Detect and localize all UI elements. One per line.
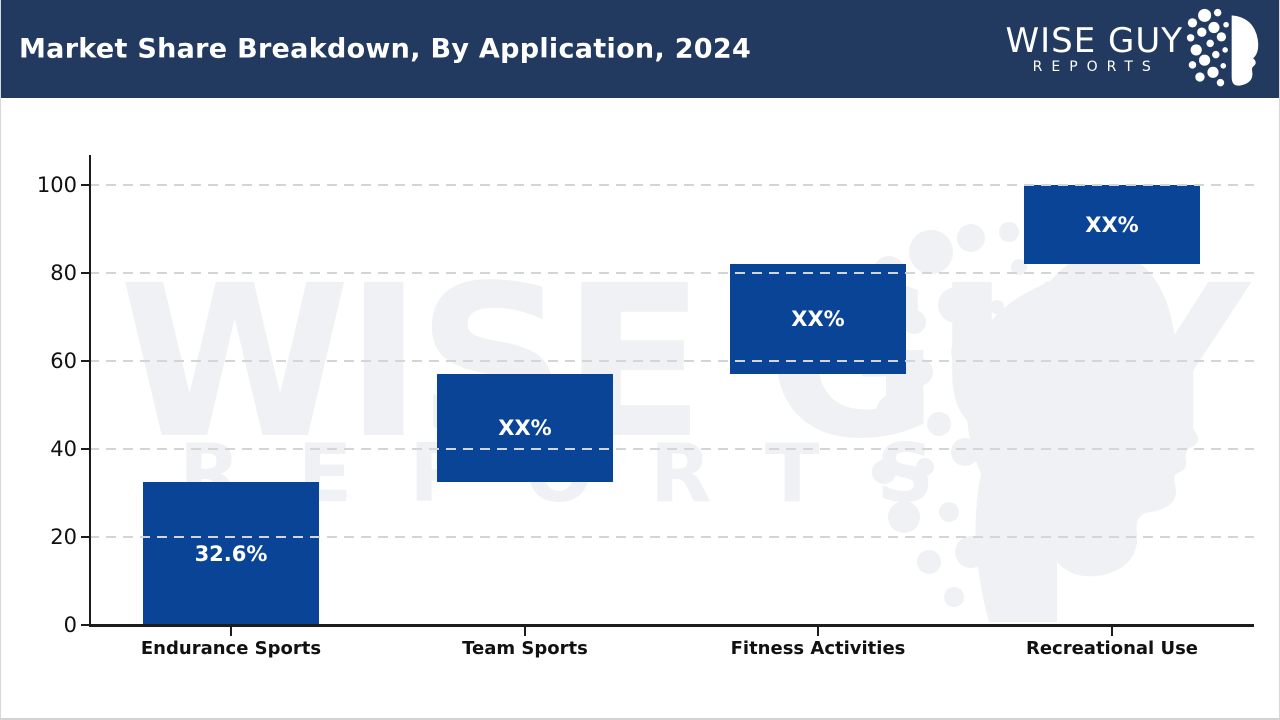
y-tick-label: 0: [63, 613, 77, 637]
y-tick-mark: [81, 448, 89, 450]
bar-recreational-use: [1024, 185, 1200, 264]
bar-fitness-activities: [730, 264, 906, 374]
gridline-100: [89, 184, 1254, 186]
y-tick-mark: [81, 272, 89, 274]
logo-subtitle: REPORTS: [1032, 59, 1160, 75]
y-tick-label: 40: [50, 437, 77, 461]
y-tick-label: 100: [36, 173, 77, 197]
x-tick-mark: [817, 627, 819, 636]
gridline-80: [89, 272, 1254, 274]
y-tick-label: 20: [50, 525, 77, 549]
y-tick-label: 80: [50, 261, 77, 285]
bar-value-label: XX%: [791, 307, 845, 331]
logo-face-icon: [1186, 8, 1259, 87]
x-axis-line: [89, 624, 1254, 627]
x-tick-mark: [1111, 627, 1113, 636]
logo-text: WISE GUY REPORTS: [1005, 23, 1183, 75]
wiseguy-logo: WISE GUY REPORTS: [1005, 6, 1269, 92]
x-category-label-fitness-activities: Fitness Activities: [730, 638, 906, 659]
x-tick-mark: [230, 627, 232, 636]
y-axis-line: [89, 155, 91, 627]
y-tick-mark: [81, 536, 89, 538]
bar-endurance-sports: [143, 482, 319, 625]
bar-value-label: XX%: [1085, 213, 1139, 237]
bar-value-label: 32.6%: [194, 542, 268, 566]
y-tick-label: 60: [50, 349, 77, 373]
chart-title: Market Share Breakdown, By Application, …: [19, 33, 752, 65]
header: Market Share Breakdown, By Application, …: [1, 0, 1279, 98]
gridline-60: [89, 360, 1254, 362]
bar-value-label: XX%: [498, 416, 552, 440]
x-category-label-endurance-sports: Endurance Sports: [140, 638, 322, 659]
gridline-40: [89, 448, 1254, 450]
logo-wordmark: WISE GUY: [1005, 21, 1183, 61]
x-category-label-team-sports: Team Sports: [462, 638, 588, 659]
gridline-20: [89, 536, 1254, 538]
watermark-face-icon: [869, 222, 1199, 622]
y-tick-mark: [81, 184, 89, 186]
bar-team-sports: [437, 374, 613, 482]
x-tick-mark: [524, 627, 526, 636]
x-category-label-recreational-use: Recreational Use: [1025, 638, 1199, 659]
y-tick-mark: [81, 360, 89, 362]
y-tick-mark: [81, 624, 89, 626]
